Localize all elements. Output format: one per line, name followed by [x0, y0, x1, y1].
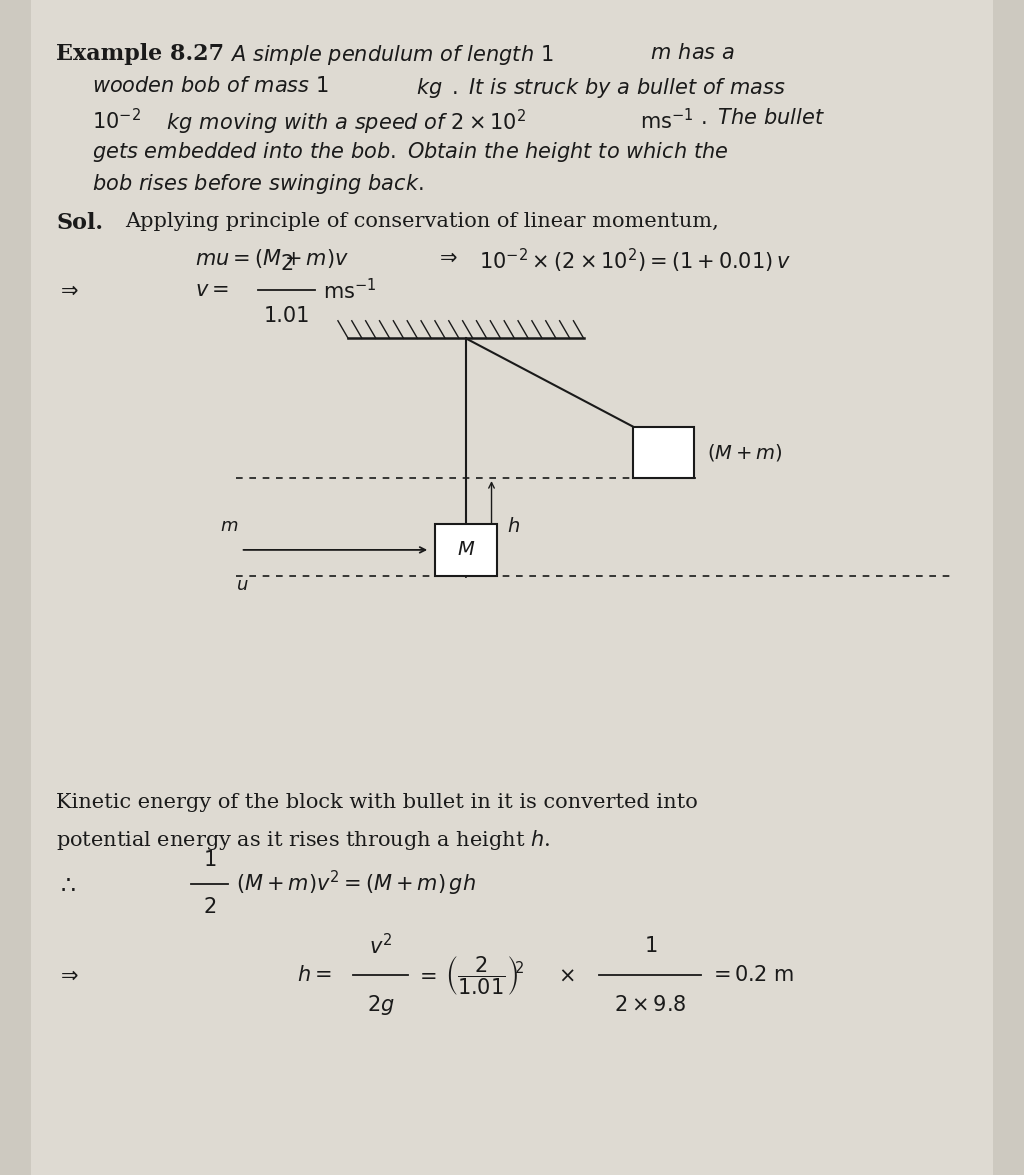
- Text: $\it{\ kg\ moving\ with\ a\ speed\ of\ 2 \times 10^2\ }$: $\it{\ kg\ moving\ with\ a\ speed\ of\ 2…: [160, 108, 526, 137]
- Text: $\times$: $\times$: [558, 965, 574, 986]
- Text: $= 0.2\ \rm{m}$: $= 0.2\ \rm{m}$: [709, 965, 794, 986]
- Text: $M$: $M$: [457, 540, 475, 559]
- Text: $\therefore$: $\therefore$: [56, 872, 77, 895]
- Text: Applying principle of conservation of linear momentum,: Applying principle of conservation of li…: [125, 212, 719, 230]
- Text: $u$: $u$: [236, 576, 248, 595]
- Bar: [633, 427, 694, 478]
- Text: $\it{\ has\ a}$: $\it{\ has\ a}$: [671, 43, 734, 63]
- Text: Kinetic energy of the block with bullet in it is converted into: Kinetic energy of the block with bullet …: [56, 793, 698, 812]
- Text: $\it{A\ simple\ pendulum\ of\ length\ 1\ }$: $\it{A\ simple\ pendulum\ of\ length\ 1\…: [230, 43, 554, 67]
- Text: $\it{wooden\ bob\ of\ mass\ 1\ }$: $\it{wooden\ bob\ of\ mass\ 1\ }$: [92, 76, 329, 96]
- Text: $\left(\dfrac{2}{1.01}\right)^{\!\!2}$: $\left(\dfrac{2}{1.01}\right)^{\!\!2}$: [445, 954, 524, 996]
- Text: $(M+m)$: $(M+m)$: [707, 442, 782, 463]
- Text: $\Rightarrow$: $\Rightarrow$: [56, 965, 79, 986]
- Text: $\Rightarrow$: $\Rightarrow$: [435, 247, 458, 267]
- Text: 2: 2: [204, 897, 216, 918]
- Text: $v^2$: $v^2$: [369, 933, 392, 959]
- Text: $10^{-2}$: $10^{-2}$: [92, 108, 141, 133]
- Text: 1: 1: [204, 850, 216, 871]
- Text: potential energy as it rises through a height $h$.: potential energy as it rises through a h…: [56, 828, 550, 852]
- Text: $10^{-2} \times (2 \times 10^2) = (1+0.01)\,v$: $10^{-2} \times (2 \times 10^2) = (1+0.0…: [479, 247, 791, 275]
- Text: $\rm{ms}^{-1}$: $\rm{ms}^{-1}$: [640, 108, 693, 133]
- Text: $v$: $v$: [480, 540, 494, 559]
- Text: $=$: $=$: [415, 965, 436, 986]
- Text: $h$: $h$: [507, 517, 520, 537]
- Text: $\Rightarrow$: $\Rightarrow$: [56, 280, 79, 301]
- Text: $v = $: $v = $: [195, 280, 228, 301]
- Text: $1$: $1$: [643, 935, 657, 956]
- Text: 2: 2: [281, 254, 293, 275]
- Text: $(M+m)v^2 = (M+m)\,gh$: $(M+m)v^2 = (M+m)\,gh$: [236, 870, 475, 898]
- Text: $\it{.\ The\ bullet}$: $\it{.\ The\ bullet}$: [700, 108, 825, 128]
- Text: $m$: $m$: [220, 517, 239, 536]
- Text: $2 \times 9.8$: $2 \times 9.8$: [614, 994, 686, 1015]
- Text: $2g$: $2g$: [367, 993, 394, 1016]
- Text: $\it{m}$: $\it{m}$: [650, 43, 671, 63]
- Text: $\it{gets\ embedded\ into\ the\ bob.\ Obtain\ the\ height\ to\ which\ the}$: $\it{gets\ embedded\ into\ the\ bob.\ Ob…: [92, 140, 729, 163]
- Text: $mu = (M+m)v$: $mu = (M+m)v$: [195, 247, 348, 270]
- Text: ${\rm ms}^{-1}$: ${\rm ms}^{-1}$: [323, 277, 376, 303]
- Text: $h = $: $h = $: [297, 965, 332, 986]
- Text: Example 8.27: Example 8.27: [56, 43, 224, 66]
- Text: Sol.: Sol.: [56, 212, 103, 234]
- Text: $\it{.\ It\ is\ struck\ by\ a\ bullet\ of\ mass}$: $\it{.\ It\ is\ struck\ by\ a\ bullet\ o…: [451, 76, 785, 100]
- Text: $\it{bob\ rises\ before\ swinging\ back.}$: $\it{bob\ rises\ before\ swinging\ back.…: [92, 172, 424, 195]
- Bar: [435, 524, 497, 576]
- Text: $\it{kg}$: $\it{kg}$: [416, 76, 442, 100]
- Text: 1.01: 1.01: [263, 306, 310, 327]
